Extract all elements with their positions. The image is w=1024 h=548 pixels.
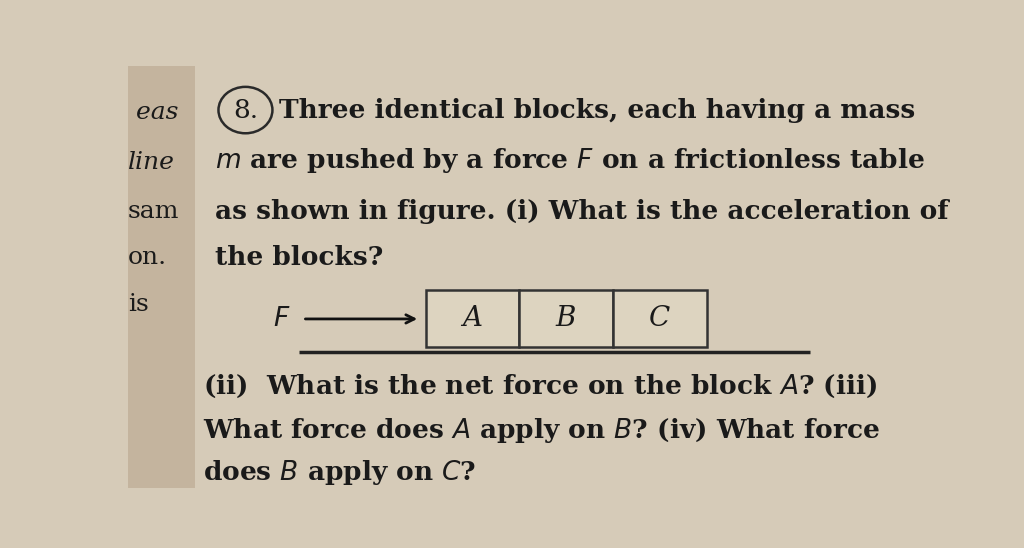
Text: (ii)  What is the net force on the block $A$? (iii): (ii) What is the net force on the block … [204, 373, 878, 400]
Text: line: line [128, 151, 175, 174]
Text: is: is [128, 293, 148, 316]
Bar [519, 290, 613, 347]
Text: B: B [556, 305, 577, 333]
Text: $F$: $F$ [273, 306, 291, 332]
Text: sam: sam [128, 200, 179, 223]
Text: What force does $A$ apply on $B$? (iv) What force: What force does $A$ apply on $B$? (iv) W… [204, 416, 881, 446]
Text: A: A [463, 305, 482, 333]
Text: $m$ are pushed by a force $F$ on a frictionless table: $m$ are pushed by a force $F$ on a frict… [215, 146, 925, 175]
Text: C: C [649, 305, 671, 333]
Text: the blocks?: the blocks? [215, 246, 384, 270]
Text: on.: on. [128, 246, 167, 269]
Text: 8.: 8. [232, 98, 258, 123]
Text: does $B$ apply on $C$?: does $B$ apply on $C$? [204, 459, 477, 488]
Text: as shown in figure. (i) What is the acceleration of: as shown in figure. (i) What is the acce… [215, 199, 949, 224]
Text: eas: eas [128, 101, 178, 124]
Bar [426, 290, 519, 347]
Text: Three identical blocks, each having a mass: Three identical blocks, each having a ma… [279, 98, 915, 123]
Bar [613, 290, 707, 347]
FancyBboxPatch shape [128, 66, 196, 488]
